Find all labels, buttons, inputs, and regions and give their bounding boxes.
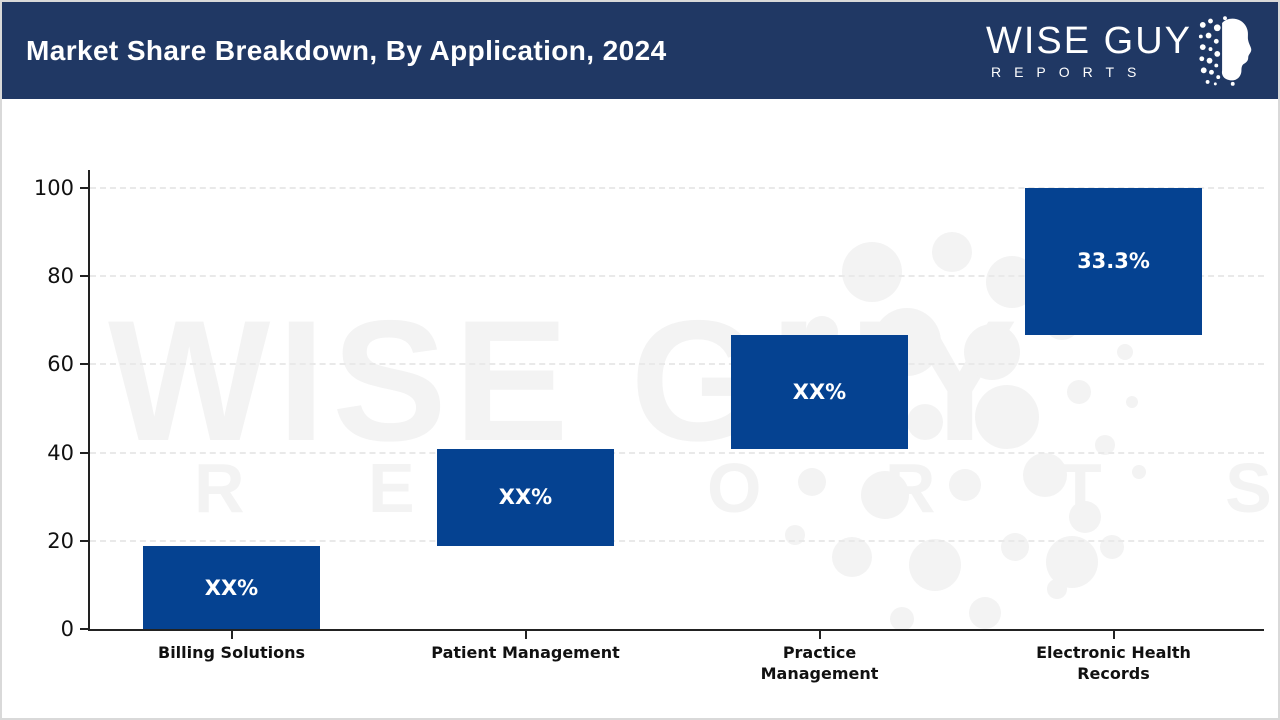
y-tick-mark xyxy=(80,539,88,542)
bar-patient-management: XX% xyxy=(437,448,614,547)
header: Market Share Breakdown, By Application, … xyxy=(2,2,1278,99)
bar-practice-management: XX% xyxy=(731,334,908,449)
gridline xyxy=(90,187,1264,189)
y-tick-label: 100 xyxy=(33,176,74,200)
page-title: Market Share Breakdown, By Application, … xyxy=(26,34,667,66)
gridline xyxy=(90,363,1264,366)
y-tick-mark xyxy=(80,451,88,454)
wiseguy-logo: WISE GUY REPORTS xyxy=(986,15,1254,87)
x-tick-mark xyxy=(524,631,527,639)
bar-value-label: XX% xyxy=(498,485,553,510)
x-tick-label-practice-management: Practice Management xyxy=(760,643,879,683)
y-tick-label: 40 xyxy=(47,440,74,465)
bar-billing-solutions: XX% xyxy=(143,546,320,629)
x-tick-label-patient-management: Patient Management xyxy=(431,643,620,662)
y-tick-mark xyxy=(80,628,88,630)
x-tick-mark xyxy=(230,631,233,639)
bar-value-label: 33.3% xyxy=(1077,249,1150,274)
y-tick-mark xyxy=(80,275,88,278)
bar-electronic-health-records: 33.3% xyxy=(1025,188,1202,335)
logo-subtext: REPORTS xyxy=(990,63,1150,80)
x-tick-mark xyxy=(818,631,821,639)
y-tick-mark xyxy=(80,363,88,366)
gridline xyxy=(90,539,1264,542)
bar-value-label: XX% xyxy=(204,575,259,600)
x-axis-line xyxy=(88,629,1264,631)
x-tick-label-electronic-health-records: Electronic Health Records xyxy=(1036,643,1191,683)
y-tick-mark xyxy=(80,187,88,189)
gridline xyxy=(90,451,1264,454)
y-tick-label: 20 xyxy=(47,528,74,553)
y-tick-label: 60 xyxy=(47,352,74,377)
wiseguy-face-icon xyxy=(1198,15,1252,86)
bar-value-label: XX% xyxy=(792,379,847,404)
logo-text: WISE GUY REPORTS xyxy=(986,22,1192,80)
x-tick-label-billing-solutions: Billing Solutions xyxy=(158,643,305,662)
x-tick-mark xyxy=(1112,631,1115,639)
y-axis-line xyxy=(88,170,90,631)
logo-wordmark: WISE GUY xyxy=(985,19,1192,62)
y-tick-label: 0 xyxy=(60,617,74,641)
gridline xyxy=(90,275,1264,278)
y-tick-label: 80 xyxy=(47,264,74,289)
